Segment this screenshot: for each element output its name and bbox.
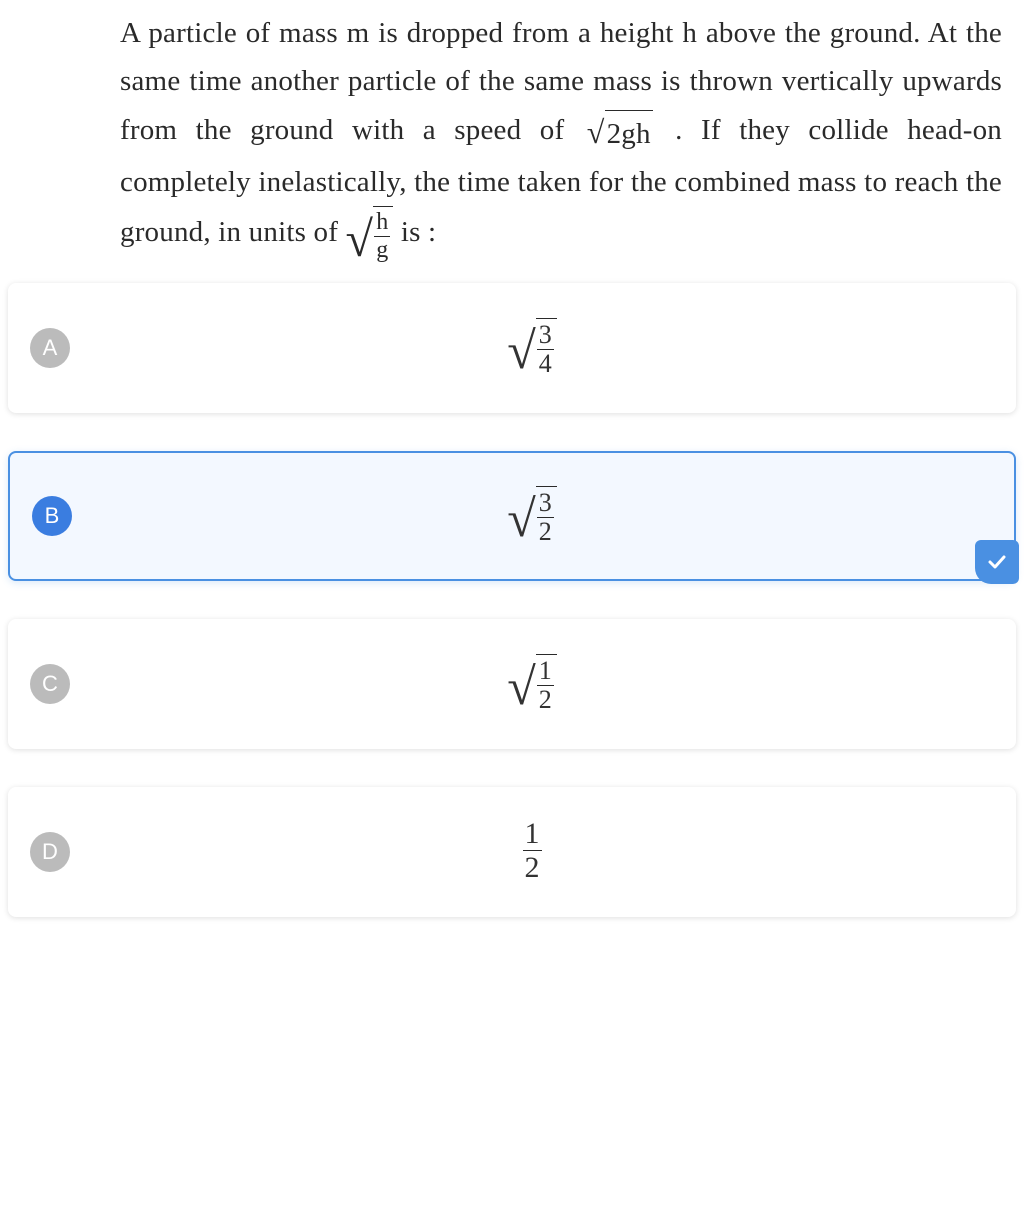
- sqrt-2gh: √2gh: [587, 106, 653, 159]
- sqrt-frac-content: 3 2: [536, 486, 557, 547]
- frac-numerator: 1: [537, 657, 554, 687]
- sqrt-frac-content: 1 2: [536, 654, 557, 715]
- frac-numerator: h: [374, 209, 390, 236]
- option-content-c: √ 1 2: [70, 654, 994, 715]
- option-a[interactable]: A √ 3 4: [8, 283, 1016, 413]
- frac-numerator: 3: [537, 321, 554, 351]
- radical-symbol: √: [507, 667, 536, 709]
- frac-denominator: 4: [537, 350, 554, 379]
- sqrt-frac-b: √ 3 2: [507, 486, 557, 547]
- option-d[interactable]: D 1 2: [8, 787, 1016, 917]
- checkmark-icon: [985, 550, 1009, 574]
- frac-denominator: 2: [537, 686, 554, 715]
- option-b[interactable]: B √ 3 2: [8, 451, 1016, 581]
- frac-numerator: 3: [537, 489, 554, 519]
- option-label-a: A: [30, 328, 70, 368]
- sqrt-h-over-g: √ h g: [346, 206, 394, 263]
- question-text-part3: is :: [401, 216, 436, 248]
- option-label-b: B: [32, 496, 72, 536]
- option-label-c: C: [30, 664, 70, 704]
- frac-numerator: 1: [523, 817, 542, 851]
- checkmark-badge: [975, 540, 1019, 584]
- radical-symbol: √: [346, 219, 374, 259]
- option-label-d: D: [30, 832, 70, 872]
- option-content-b: √ 3 2: [72, 486, 992, 547]
- sqrt-frac-c: √ 1 2: [507, 654, 557, 715]
- option-c[interactable]: C √ 1 2: [8, 619, 1016, 749]
- options-container: A √ 3 4 B √ 3 2: [0, 283, 1024, 917]
- frac-denominator: 2: [537, 518, 554, 547]
- frac-denominator: 2: [523, 851, 542, 884]
- question-text: A particle of mass m is dropped from a h…: [120, 10, 1002, 263]
- frac-denominator: g: [374, 237, 390, 263]
- sqrt-frac-content: 3 4: [536, 318, 557, 379]
- radical-symbol: √: [507, 331, 536, 373]
- option-content-d: 1 2: [70, 819, 994, 886]
- sqrt-frac-a: √ 3 4: [507, 318, 557, 379]
- sqrt-frac: h g: [373, 206, 393, 263]
- radical-symbol: √: [507, 499, 536, 541]
- option-content-a: √ 3 4: [70, 318, 994, 379]
- sqrt-content: 2gh: [605, 110, 653, 159]
- question-container: A particle of mass m is dropped from a h…: [0, 0, 1024, 283]
- radical-symbol: √: [587, 114, 605, 150]
- frac-d: 1 2: [523, 817, 542, 884]
